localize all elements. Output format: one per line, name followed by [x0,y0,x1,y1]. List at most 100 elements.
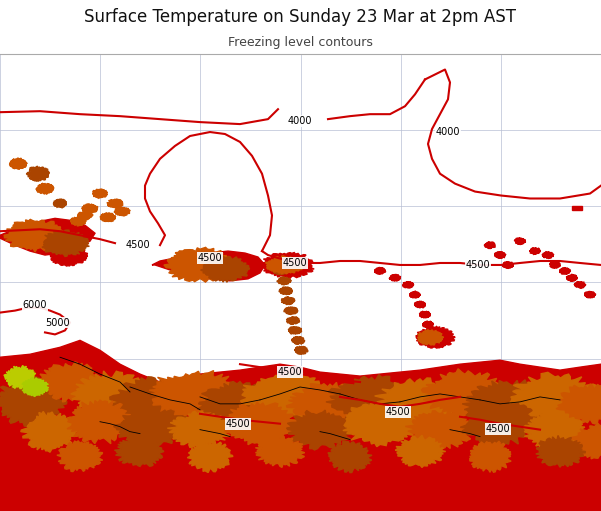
Polygon shape [70,217,87,226]
Polygon shape [419,311,431,318]
Polygon shape [114,207,130,216]
Polygon shape [114,436,164,467]
Text: 4500: 4500 [386,407,410,417]
Polygon shape [566,274,578,282]
Polygon shape [421,369,507,419]
Polygon shape [462,380,555,429]
Text: Surface Temperature on Sunday 23 Mar at 2pm AST: Surface Temperature on Sunday 23 Mar at … [85,8,516,26]
Polygon shape [418,330,444,345]
Polygon shape [82,204,98,213]
Polygon shape [560,267,571,274]
Polygon shape [273,267,287,275]
Polygon shape [542,252,554,259]
Polygon shape [556,384,601,424]
Text: 4500: 4500 [126,240,150,250]
Polygon shape [523,411,586,452]
Polygon shape [0,377,67,427]
Polygon shape [536,435,585,467]
Polygon shape [67,400,132,444]
Polygon shape [110,377,200,432]
Text: 6000: 6000 [23,299,47,310]
Text: 4000: 4000 [288,116,313,126]
Polygon shape [277,277,291,285]
Polygon shape [261,252,314,278]
Text: Freezing level contours: Freezing level contours [228,36,373,50]
Polygon shape [57,441,103,472]
Polygon shape [42,230,90,257]
Polygon shape [414,301,426,308]
Polygon shape [460,402,540,447]
Polygon shape [255,436,305,468]
Text: 4000: 4000 [436,127,460,137]
Polygon shape [197,382,284,425]
Polygon shape [470,442,511,472]
Polygon shape [389,274,401,281]
Polygon shape [36,183,54,194]
Polygon shape [164,247,236,282]
Polygon shape [21,411,78,452]
Polygon shape [575,282,586,288]
Polygon shape [288,327,302,334]
Polygon shape [571,423,601,459]
Polygon shape [38,362,102,402]
Polygon shape [284,307,298,315]
Polygon shape [326,375,424,425]
Polygon shape [416,327,455,348]
Polygon shape [22,378,49,397]
Polygon shape [287,410,354,450]
Polygon shape [26,166,49,181]
Polygon shape [328,441,372,473]
Polygon shape [107,199,123,208]
Polygon shape [514,238,526,245]
Polygon shape [266,256,305,274]
Polygon shape [291,336,305,344]
Polygon shape [287,382,371,426]
Polygon shape [100,213,115,222]
Polygon shape [49,244,88,266]
Polygon shape [374,267,386,274]
Polygon shape [188,442,233,473]
Polygon shape [549,262,561,268]
Polygon shape [4,366,36,389]
Polygon shape [510,373,600,422]
Text: 5000: 5000 [46,317,70,328]
Polygon shape [495,251,506,259]
Polygon shape [281,296,295,305]
Polygon shape [395,435,446,468]
Polygon shape [409,291,421,298]
Polygon shape [4,219,67,252]
Polygon shape [0,218,95,255]
Polygon shape [287,317,299,324]
Polygon shape [484,242,495,249]
Text: 4500: 4500 [226,419,250,429]
Polygon shape [294,346,308,354]
Text: 4500: 4500 [282,258,307,268]
Polygon shape [240,371,331,422]
Polygon shape [0,340,601,511]
Polygon shape [584,291,596,298]
Polygon shape [279,287,293,294]
Polygon shape [405,411,472,450]
Polygon shape [225,402,300,446]
Text: 4500: 4500 [278,367,302,377]
Text: 4500: 4500 [486,424,510,434]
Polygon shape [114,406,186,447]
Polygon shape [502,262,514,268]
Polygon shape [374,378,462,426]
Polygon shape [78,211,93,220]
Polygon shape [9,158,27,169]
Polygon shape [343,402,418,447]
Polygon shape [422,321,434,328]
Polygon shape [149,370,239,419]
Polygon shape [201,256,249,282]
Polygon shape [53,199,67,208]
Polygon shape [167,411,230,447]
Polygon shape [529,248,541,254]
Polygon shape [403,282,413,288]
Text: 4500: 4500 [466,260,490,270]
Text: 4500: 4500 [198,253,222,263]
Polygon shape [152,251,265,281]
Polygon shape [92,189,108,198]
Polygon shape [572,206,582,211]
Polygon shape [71,371,150,415]
